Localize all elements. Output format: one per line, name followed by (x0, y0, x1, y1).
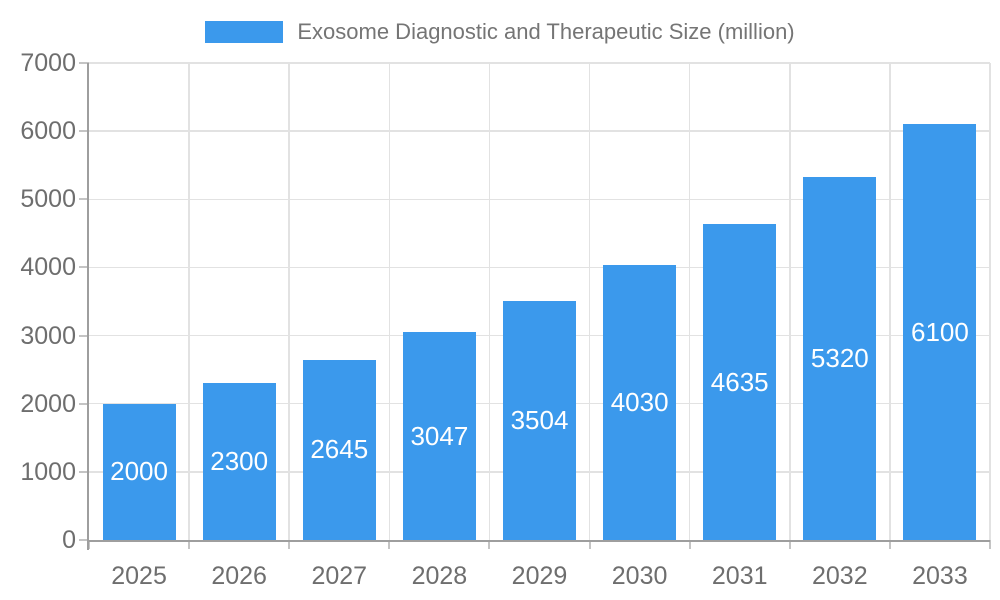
x-axis-tick (588, 540, 591, 549)
legend-swatch[interactable] (205, 21, 284, 43)
gridline-v (688, 63, 691, 540)
x-axis-tick (788, 540, 791, 549)
gridline-v (488, 63, 491, 540)
gridline-v (288, 63, 290, 540)
bar-2029: 3504 (503, 301, 576, 540)
x-axis-label: 2028 (411, 562, 468, 590)
x-axis-tick (388, 540, 391, 549)
gridline-v (588, 63, 591, 540)
x-axis-label: 2032 (812, 562, 868, 590)
bar-value-label: 4635 (710, 366, 769, 397)
bar-value-label: 3504 (510, 405, 569, 436)
y-axis-label: 4000 (20, 253, 76, 282)
gridline-v (889, 63, 891, 540)
y-axis-tick (79, 334, 89, 337)
y-axis-label: 3000 (20, 321, 76, 350)
bar-value-label: 5320 (810, 343, 869, 374)
x-axis-tick (188, 540, 191, 549)
bar-2032: 5320 (803, 177, 877, 540)
x-axis-tick (288, 540, 291, 549)
gridline-h (89, 130, 990, 132)
bar-value-label: 3047 (410, 420, 469, 451)
y-axis-tick (79, 539, 89, 541)
y-axis-line (87, 63, 89, 550)
bar-2030: 4030 (603, 265, 677, 540)
bar-value-label: 2645 (310, 434, 369, 465)
x-axis-label: 2031 (711, 562, 768, 590)
gridline-v (989, 63, 991, 540)
x-axis-label: 2025 (111, 562, 167, 590)
bar-2026: 2300 (202, 383, 276, 540)
x-axis-tick (888, 540, 891, 549)
y-axis-tick (79, 62, 89, 64)
y-axis-tick (79, 130, 89, 133)
x-axis-line (87, 540, 990, 542)
bar-2033: 6100 (903, 124, 977, 540)
x-axis-label: 2026 (211, 562, 267, 590)
x-axis-label: 2030 (611, 562, 668, 590)
x-axis-label: 2033 (912, 562, 968, 590)
x-axis-tick (88, 540, 90, 549)
bar-value-label: 4030 (610, 387, 669, 418)
gridline-h (89, 62, 990, 64)
gridline-h (89, 471, 990, 473)
bar-value-label: 6100 (911, 316, 969, 347)
gridline-v (388, 63, 391, 540)
bar-2031: 4635 (703, 224, 777, 540)
legend-title[interactable]: Exosome Diagnostic and Therapeutic Size … (297, 19, 795, 44)
y-axis-tick (79, 266, 89, 269)
y-axis-label: 0 (62, 526, 76, 554)
y-axis-label: 7000 (20, 49, 76, 77)
y-axis-tick (79, 198, 89, 201)
y-axis-label: 5000 (20, 185, 76, 214)
legend: Exosome Diagnostic and Therapeutic Size … (0, 19, 1000, 45)
bar-value-label: 2300 (210, 446, 269, 477)
gridline-v (789, 63, 791, 540)
x-axis-tick (688, 540, 691, 549)
bar-2025: 2000 (102, 403, 176, 540)
gridline-h (89, 334, 990, 337)
y-axis-label: 6000 (20, 117, 76, 146)
gridline-h (89, 266, 990, 269)
y-axis-tick (79, 402, 89, 405)
gridline-v (188, 63, 190, 540)
x-axis-tick (488, 540, 491, 549)
y-axis-label: 1000 (20, 457, 76, 486)
gridline-h (89, 402, 990, 405)
gridline-h (89, 198, 990, 201)
x-axis-label: 2027 (311, 562, 368, 590)
y-axis-label: 2000 (20, 389, 76, 418)
x-axis-tick (989, 540, 991, 549)
bar-value-label: 2000 (110, 456, 168, 487)
y-axis-tick (79, 470, 89, 473)
bar-2027: 2645 (302, 359, 376, 540)
x-axis-label: 2029 (511, 562, 568, 590)
bar-2028: 3047 (402, 332, 476, 540)
